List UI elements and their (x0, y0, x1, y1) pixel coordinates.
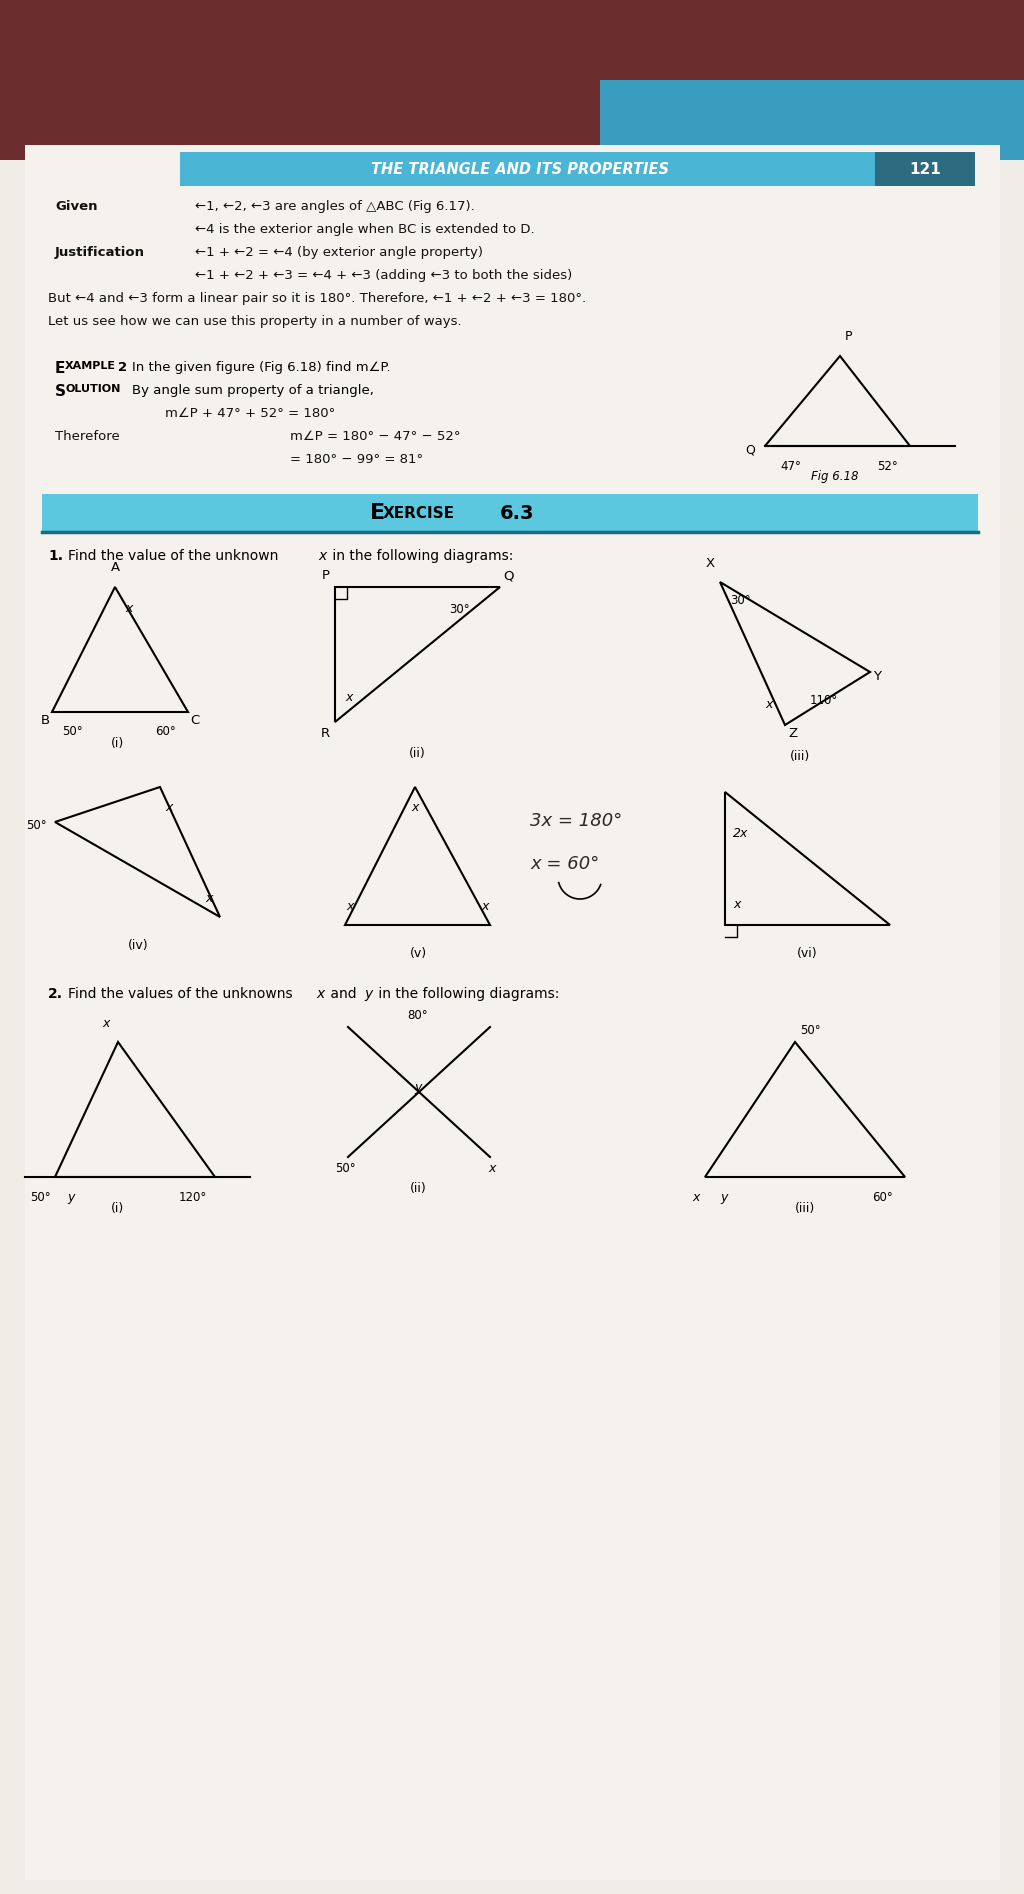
Text: x: x (316, 987, 325, 1002)
Text: x: x (765, 699, 772, 710)
Text: ←1 + ←2 = ←4 (by exterior angle property): ←1 + ←2 = ←4 (by exterior angle property… (195, 246, 483, 259)
Text: 47°: 47° (780, 460, 801, 474)
Text: (i): (i) (112, 1203, 125, 1214)
Text: In the given figure (Fig 6.18) find m∠P.: In the given figure (Fig 6.18) find m∠P. (132, 362, 390, 373)
Text: Fig 6.18: Fig 6.18 (811, 470, 859, 483)
Text: = 180° − 99° = 81°: = 180° − 99° = 81° (290, 453, 423, 466)
Text: and: and (326, 987, 361, 1002)
Text: R: R (321, 727, 330, 741)
Text: Z: Z (788, 727, 797, 741)
Text: THE TRIANGLE AND ITS PROPERTIES: THE TRIANGLE AND ITS PROPERTIES (371, 161, 669, 176)
Text: 1.: 1. (48, 549, 63, 563)
Text: 60°: 60° (156, 725, 176, 739)
Polygon shape (874, 152, 975, 186)
Polygon shape (25, 146, 1000, 1881)
Text: 50°: 50° (62, 725, 83, 739)
Text: Q: Q (503, 568, 513, 581)
Text: A: A (111, 561, 120, 574)
Text: 110°: 110° (810, 693, 839, 706)
Text: y: y (720, 1191, 727, 1205)
Text: Y: Y (873, 670, 881, 684)
Text: Given: Given (55, 201, 97, 212)
Text: XAMPLE: XAMPLE (65, 362, 116, 371)
Text: By angle sum property of a triangle,: By angle sum property of a triangle, (132, 384, 374, 398)
Text: OLUTION: OLUTION (65, 384, 121, 394)
Text: y: y (415, 1080, 422, 1093)
Polygon shape (0, 0, 1024, 159)
Text: 60°: 60° (872, 1191, 893, 1205)
Text: x = 60°: x = 60° (530, 854, 599, 873)
Text: 121: 121 (909, 161, 941, 176)
Text: (ii): (ii) (409, 746, 425, 759)
Text: x: x (733, 898, 740, 911)
Text: But ←4 and ←3 form a linear pair so it is 180°. Therefore, ←1 + ←2 + ←3 = 180°.: But ←4 and ←3 form a linear pair so it i… (48, 292, 586, 305)
Text: x: x (488, 1163, 496, 1174)
Text: 30°: 30° (450, 602, 470, 616)
Text: (i): (i) (112, 737, 125, 750)
Text: x: x (125, 602, 132, 616)
Text: x: x (165, 801, 172, 814)
Text: 120°: 120° (179, 1191, 207, 1205)
Text: x: x (102, 1017, 110, 1030)
Text: B: B (41, 714, 50, 727)
Text: x: x (205, 892, 212, 905)
Text: X: X (706, 557, 715, 570)
Text: P: P (845, 330, 853, 343)
Text: 6.3: 6.3 (500, 504, 535, 523)
Text: 2x: 2x (733, 828, 749, 841)
Text: x: x (481, 900, 488, 913)
Text: Let us see how we can use this property in a number of ways.: Let us see how we can use this property … (48, 314, 462, 328)
Text: 50°: 50° (27, 818, 47, 831)
Text: 50°: 50° (31, 1191, 51, 1205)
Text: (iii): (iii) (790, 750, 810, 763)
Text: 80°: 80° (408, 1010, 428, 1023)
Text: x: x (692, 1191, 700, 1205)
Text: 2: 2 (118, 362, 127, 373)
Text: m∠P + 47° + 52° = 180°: m∠P + 47° + 52° = 180° (165, 407, 335, 420)
Text: 30°: 30° (730, 595, 751, 606)
Text: E: E (370, 504, 385, 523)
Text: Therefore: Therefore (55, 430, 120, 443)
Text: (ii): (ii) (410, 1182, 426, 1195)
Text: (v): (v) (410, 947, 427, 960)
Text: Justification: Justification (55, 246, 145, 259)
Text: 50°: 50° (335, 1163, 355, 1174)
Text: E: E (55, 362, 66, 377)
Text: P: P (322, 568, 330, 581)
Text: x: x (412, 801, 419, 814)
Text: C: C (190, 714, 200, 727)
Text: in the following diagrams:: in the following diagrams: (374, 987, 559, 1002)
Text: XERCISE: XERCISE (383, 506, 455, 521)
Text: x: x (346, 900, 353, 913)
Text: Find the values of the unknowns: Find the values of the unknowns (68, 987, 297, 1002)
Text: S: S (55, 384, 66, 400)
Text: ←1, ←2, ←3 are angles of △ABC (Fig 6.17).: ←1, ←2, ←3 are angles of △ABC (Fig 6.17)… (195, 201, 475, 212)
Polygon shape (180, 152, 874, 186)
Text: (iv): (iv) (128, 939, 148, 953)
Text: Q: Q (745, 443, 755, 456)
Text: 2.: 2. (48, 987, 63, 1002)
Text: 52°: 52° (878, 460, 898, 474)
Text: x: x (318, 549, 327, 563)
Polygon shape (42, 494, 978, 532)
Text: 50°: 50° (800, 1025, 820, 1038)
Text: ←4 is the exterior angle when BC is extended to D.: ←4 is the exterior angle when BC is exte… (195, 223, 535, 237)
Text: Find the value of the unknown: Find the value of the unknown (68, 549, 283, 563)
Text: m∠P = 180° − 47° − 52°: m∠P = 180° − 47° − 52° (290, 430, 461, 443)
Text: y: y (67, 1191, 75, 1205)
Polygon shape (600, 80, 1024, 159)
Text: (iii): (iii) (795, 1203, 815, 1214)
Text: ←1 + ←2 + ←3 = ←4 + ←3 (adding ←3 to both the sides): ←1 + ←2 + ←3 = ←4 + ←3 (adding ←3 to bot… (195, 269, 572, 282)
Text: y: y (364, 987, 373, 1002)
Text: in the following diagrams:: in the following diagrams: (328, 549, 513, 563)
Text: (vi): (vi) (797, 947, 817, 960)
Text: 3x = 180°: 3x = 180° (530, 813, 623, 830)
Text: x: x (345, 691, 352, 705)
